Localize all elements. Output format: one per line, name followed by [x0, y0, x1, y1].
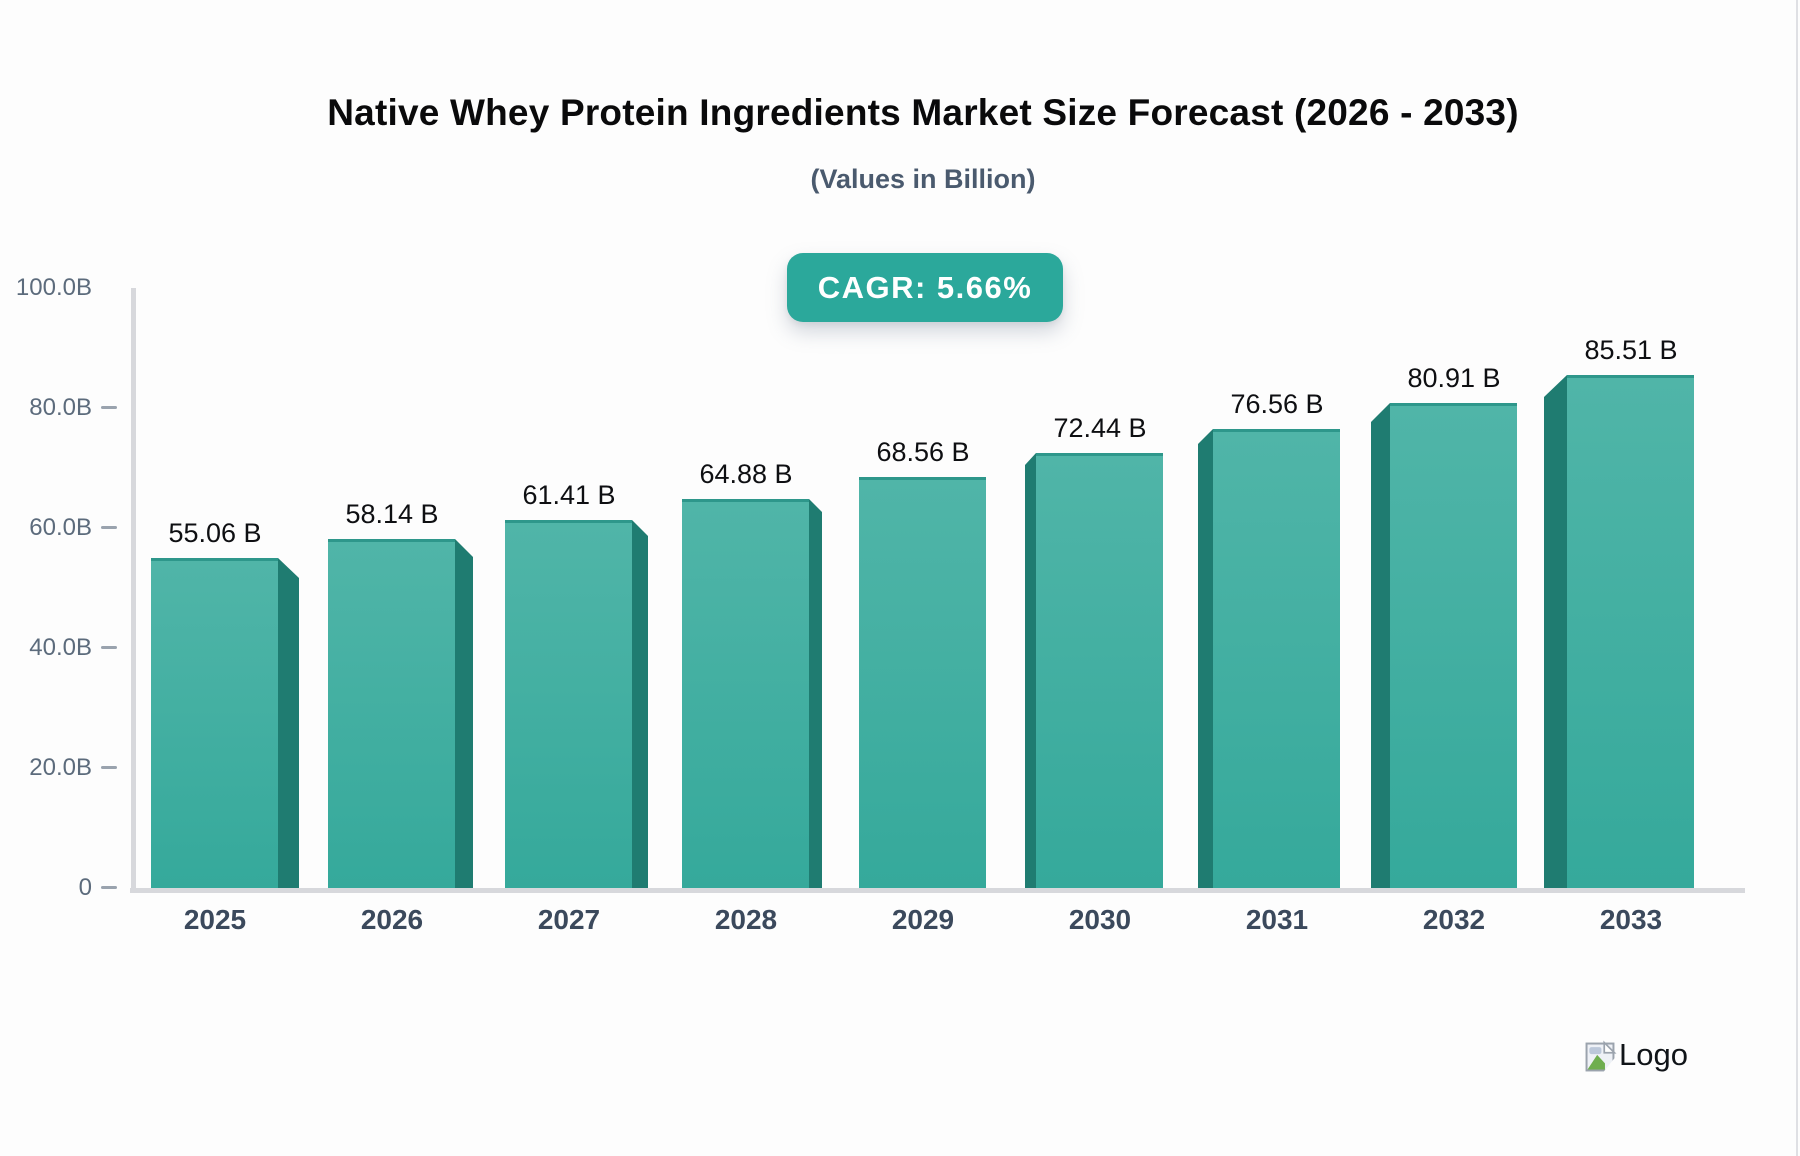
y-tick-dash — [101, 646, 117, 649]
x-axis-label-2031: 2031 — [1245, 904, 1309, 935]
bar-value-label: 68.56 B — [876, 437, 970, 467]
logo-text: Logo — [1619, 1037, 1688, 1072]
x-axis-label-2028: 2028 — [714, 904, 778, 935]
bar-value-label: 72.44 B — [1053, 413, 1147, 443]
bar-2029[interactable] — [859, 477, 986, 888]
bar-3d-side-2026 — [455, 539, 473, 888]
bar-value-label: 80.91 B — [1407, 363, 1501, 393]
bar-2032[interactable] — [1390, 403, 1517, 888]
bar-2031[interactable] — [1213, 429, 1340, 888]
chart-subtitle: (Values in Billion) — [810, 164, 1036, 194]
bar-value-label: 76.56 B — [1230, 389, 1324, 419]
bar-3d-side-2027 — [632, 520, 648, 888]
broken-image-icon — [1585, 1040, 1617, 1072]
y-tick-dash — [101, 886, 117, 889]
y-tick-dash — [101, 526, 117, 529]
y-axis-line — [131, 288, 136, 892]
logo: Logo — [1583, 1036, 1688, 1074]
x-axis-label-2030: 2030 — [1068, 904, 1132, 935]
page-edge-line — [1796, 0, 1798, 1156]
y-tick-label: 100.0B — [15, 274, 92, 301]
bar-2027[interactable] — [505, 520, 632, 888]
bar-3d-side-2030 — [1025, 453, 1036, 888]
x-axis-label-2032: 2032 — [1422, 904, 1486, 935]
bar-2030[interactable] — [1036, 453, 1163, 888]
bar-value-label: 64.88 B — [699, 459, 793, 489]
y-tick-label: 60.0B — [29, 514, 92, 541]
bar-2033[interactable] — [1567, 375, 1694, 888]
y-tick-label: 80.0B — [29, 394, 92, 421]
x-axis-label-2027: 2027 — [537, 904, 601, 935]
bar-3d-side-2031 — [1198, 429, 1213, 888]
x-axis-label-2026: 2026 — [360, 904, 424, 935]
x-axis-line — [130, 888, 1745, 893]
cagr-badge: CAGR: 5.66% — [787, 253, 1063, 322]
bar-3d-side-2028 — [809, 499, 822, 888]
bar-2026[interactable] — [328, 539, 455, 888]
bar-value-label: 58.14 B — [345, 499, 439, 529]
bar-value-label: 61.41 B — [522, 480, 616, 510]
bar-value-label: 85.51 B — [1584, 335, 1678, 365]
y-tick-dash — [101, 406, 117, 409]
bar-3d-side-2033 — [1544, 375, 1567, 888]
bar-2028[interactable] — [682, 499, 809, 888]
y-tick-label: 0 — [78, 874, 92, 901]
y-tick-label: 40.0B — [29, 634, 92, 661]
y-tick-dash — [101, 766, 117, 769]
x-axis-label-2029: 2029 — [891, 904, 955, 935]
cagr-badge-label: CAGR: 5.66% — [817, 269, 1033, 305]
bar-3d-side-2032 — [1371, 403, 1390, 888]
chart-title: Native Whey Protein Ingredients Market S… — [327, 92, 1519, 133]
bar-3d-side-2025 — [278, 558, 299, 888]
bar-2025[interactable] — [151, 558, 278, 888]
bar-value-label: 55.06 B — [168, 518, 262, 548]
y-tick-label: 20.0B — [29, 754, 92, 781]
x-axis-label-2033: 2033 — [1599, 904, 1663, 935]
x-axis-label-2025: 2025 — [183, 904, 247, 935]
